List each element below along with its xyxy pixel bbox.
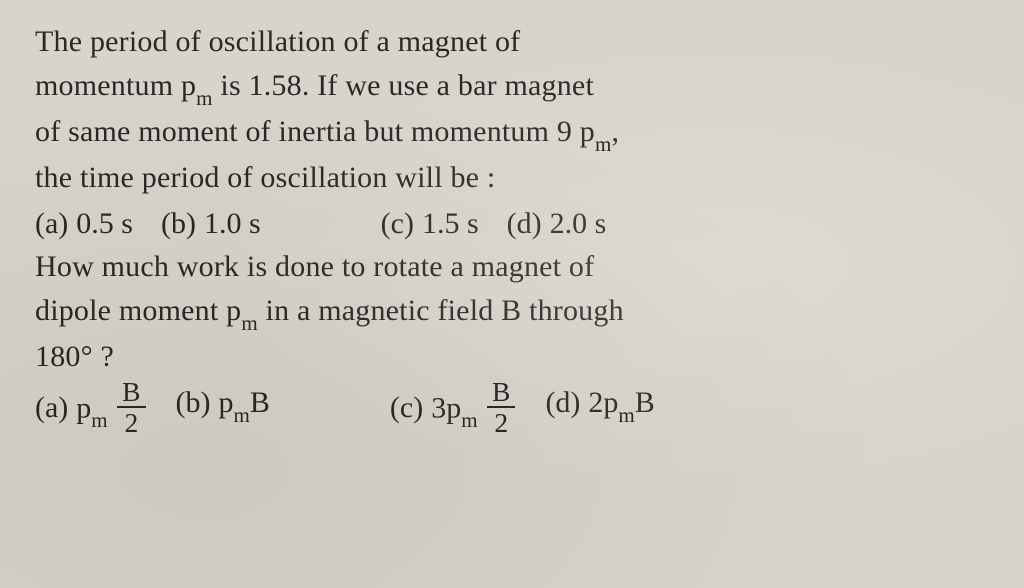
q2-c-frac-den: 2: [487, 408, 515, 437]
q1-l3-pre: of same moment of inertia but momentum 9…: [35, 115, 595, 148]
q1-l2-sub: m: [196, 86, 213, 110]
q2-option-a: (a)pm B 2: [35, 381, 148, 440]
q2-c-sub: m: [461, 408, 477, 432]
q2-a-sub: m: [91, 408, 107, 432]
q1-d-label: (d): [507, 207, 542, 240]
q2-line-3: 180° ?: [35, 335, 989, 379]
q2-c-frac: B 2: [487, 378, 515, 437]
question-2-text: How much work is done to rotate a magnet…: [35, 245, 989, 378]
q2-l2-sub: m: [241, 311, 258, 335]
q2-c-pre: 3p: [431, 391, 461, 424]
q1-line-4: the time period of oscillation will be :: [35, 156, 989, 200]
q1-l2-pre: momentum p: [35, 69, 196, 102]
question-1-options: (a)0.5 s (b)1.0 s (c)1.5 s (d)2.0 s: [35, 202, 989, 246]
q2-d-label: (d): [545, 386, 580, 419]
q1-l2-post: is 1.58. If we use a bar magnet: [213, 69, 594, 102]
q1-option-b: (b)1.0 s: [161, 202, 261, 246]
q2-b-post: B: [250, 386, 270, 419]
q1-b-value: 1.0 s: [204, 207, 261, 240]
q2-a-frac: B 2: [117, 378, 145, 437]
q2-l2-post: in a magnetic field B through: [258, 294, 624, 327]
q2-line-2: dipole moment pm in a magnetic field B t…: [35, 289, 989, 335]
q1-d-value: 2.0 s: [550, 207, 607, 240]
q1-a-value: 0.5 s: [76, 207, 133, 240]
q1-l3-sub: m: [595, 132, 612, 156]
q1-option-c: (c)1.5 s: [381, 202, 479, 246]
q2-b-label: (b): [176, 386, 211, 419]
q2-a-pre: p: [76, 391, 91, 424]
q2-c-frac-num: B: [487, 378, 515, 409]
q2-option-c: (c)3pm B 2: [390, 381, 518, 440]
q1-option-d: (d)2.0 s: [507, 202, 607, 246]
q1-b-label: (b): [161, 207, 196, 240]
q1-a-label: (a): [35, 207, 68, 240]
question-1-text: The period of oscillation of a magnet of…: [35, 20, 989, 200]
q1-line-2: momentum pm is 1.58. If we use a bar mag…: [35, 64, 989, 110]
q2-a-frac-den: 2: [117, 408, 145, 437]
q1-l3-post: ,: [612, 115, 620, 148]
q2-line-1: How much work is done to rotate a magnet…: [35, 245, 989, 289]
q2-c-label: (c): [390, 391, 423, 424]
q2-d-pre: 2p: [588, 386, 618, 419]
q1-line-3: of same moment of inertia but momentum 9…: [35, 110, 989, 156]
question-2-options: (a)pm B 2 (b)pmB (c)3pm B 2 (d)2pmB: [35, 381, 989, 440]
q2-a-label: (a): [35, 391, 68, 424]
q1-c-label: (c): [381, 207, 414, 240]
q2-a-frac-num: B: [117, 378, 145, 409]
q1-line-1: The period of oscillation of a magnet of: [35, 20, 989, 64]
q2-option-d: (d)2pmB: [545, 381, 654, 440]
q2-b-pre: p: [219, 386, 234, 419]
q2-d-post: B: [635, 386, 655, 419]
q2-l2-pre: dipole moment p: [35, 294, 241, 327]
q2-option-b: (b)pmB: [176, 381, 270, 440]
q1-option-a: (a)0.5 s: [35, 202, 133, 246]
q2-d-sub: m: [618, 403, 634, 427]
q1-c-value: 1.5 s: [422, 207, 479, 240]
q2-b-sub: m: [234, 403, 250, 427]
